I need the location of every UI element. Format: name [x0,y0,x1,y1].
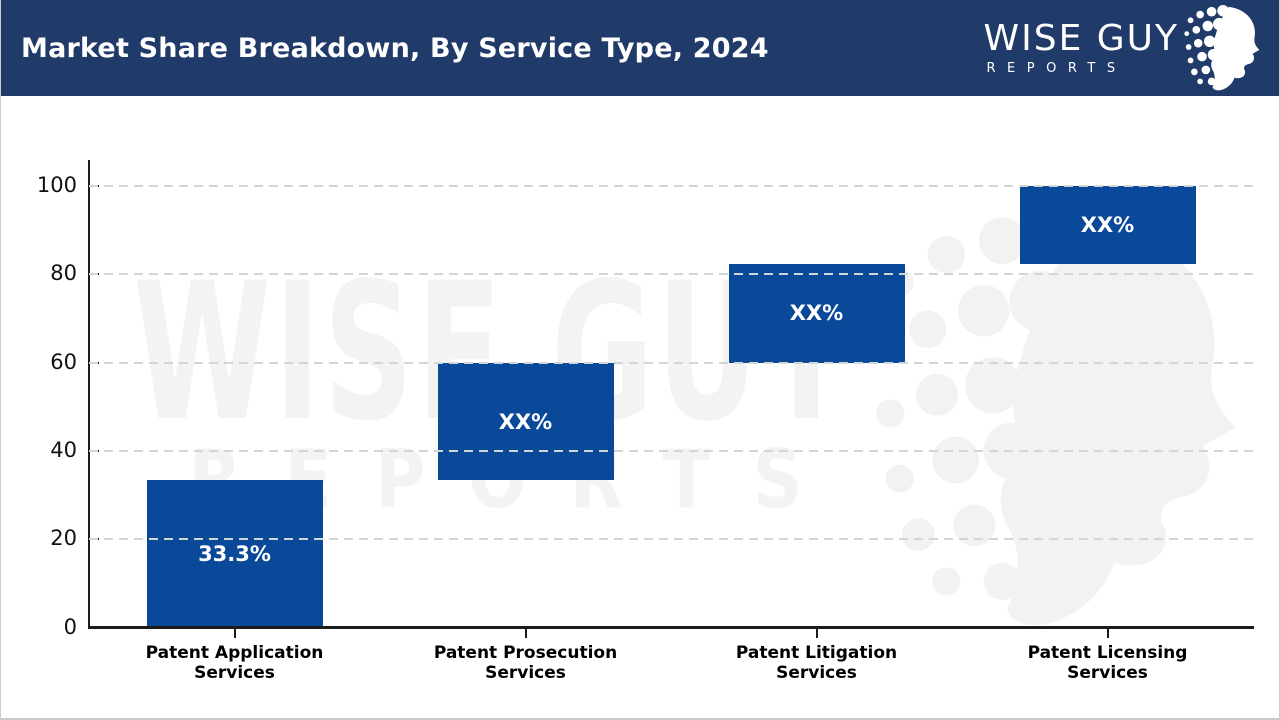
bar: XX% [728,264,905,363]
bar: XX% [1019,186,1196,265]
header-band: Market Share Breakdown, By Service Type,… [1,0,1279,96]
logo-text: WISE GUY REPORTS [983,17,1180,76]
bar: XX% [437,362,614,481]
y-axis-spine [88,160,90,628]
gridline [89,538,1253,541]
x-axis-line [88,626,1254,629]
bar-value-label: 33.3% [198,541,271,566]
gridline [89,185,1253,187]
plot-area: 0 20 40 60 80 100 33.3% Patent Application Serv… [1,96,1279,718]
logo-name: WISE GUY [983,17,1179,59]
watermark-head-icon [869,208,1236,626]
gridline [89,449,1253,452]
bar-value-label: XX% [789,301,844,326]
page-title: Market Share Breakdown, By Service Type,… [21,32,769,64]
x-tick-mark [815,629,818,638]
logo-subtitle: REPORTS [986,60,1127,76]
wiseguy-logo: WISE GUY REPORTS [984,5,1268,91]
gridline [89,361,1253,364]
y-tick-label: 20 [50,526,77,551]
x-tick-mark [524,629,527,638]
x-tick-mark [1106,629,1109,638]
bar-value-label: XX% [498,409,553,434]
x-category-label: Patent Application Services [145,643,324,683]
y-tick-label: 60 [50,349,77,374]
bar: 33.3% [146,480,323,628]
y-tick-label: 40 [50,437,77,462]
x-category-label: Patent Litigation Services [735,643,898,683]
wiseguy-head-icon [1184,5,1260,91]
x-tick-mark [233,629,236,638]
y-tick-label: 0 [63,614,77,639]
x-category-label: Patent Prosecution Services [433,643,618,683]
bar-value-label: XX% [1080,213,1135,238]
gridline [89,273,1253,276]
y-tick-label: 100 [36,173,77,197]
y-tick-label: 80 [50,261,77,286]
x-category-label: Patent Licensing Services [1027,643,1188,683]
